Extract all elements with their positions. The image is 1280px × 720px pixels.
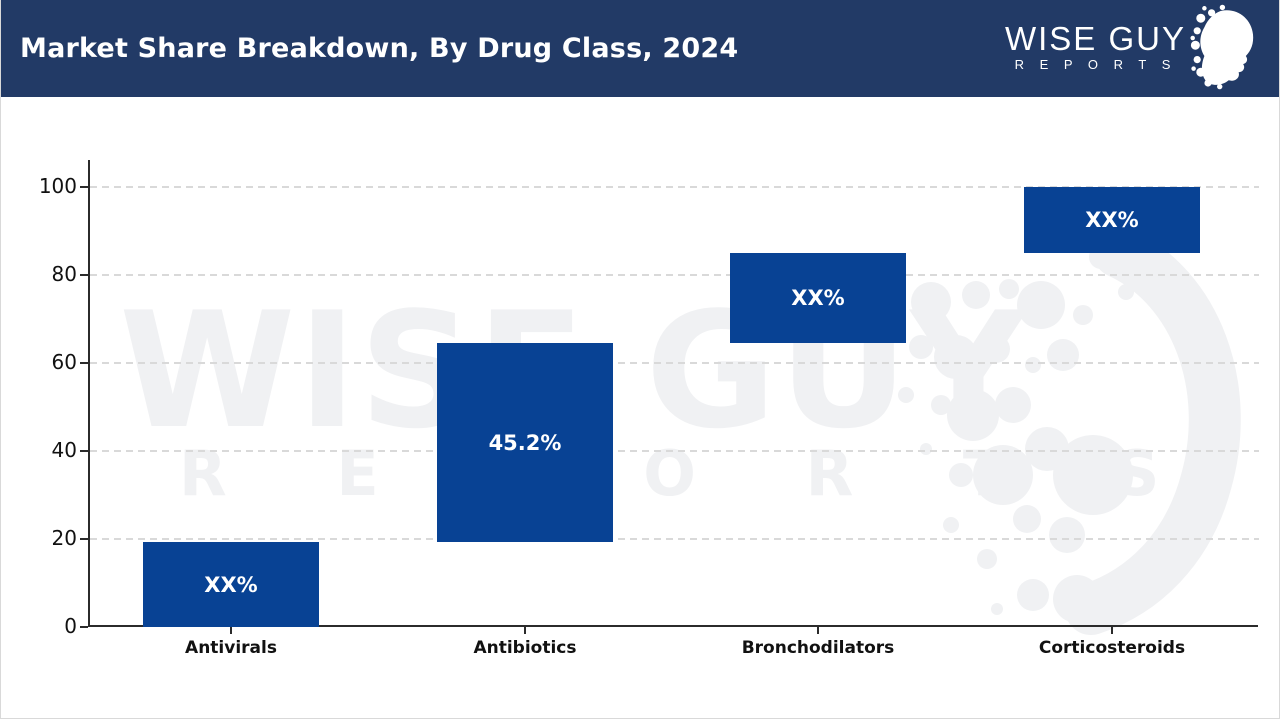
x-tick-mark (524, 627, 526, 634)
y-tick-label: 60 (51, 350, 77, 374)
gridline (90, 450, 1259, 452)
gridline (90, 186, 1259, 188)
y-tick-label: 40 (51, 438, 77, 462)
bar-antivirals: XX% (143, 542, 319, 627)
bar-value-label: XX% (791, 286, 845, 311)
watermark-subtitle: R E P O R T S (179, 437, 1204, 510)
x-category-label: Corticosteroids (1038, 638, 1186, 658)
bar-value-label: 45.2% (488, 430, 562, 455)
x-axis-line (88, 625, 1258, 627)
y-tick-mark (80, 362, 88, 364)
y-tick-mark (80, 450, 88, 452)
y-tick-label: 20 (51, 526, 77, 550)
x-category-label: Bronchodilators (741, 638, 895, 658)
bar-value-label: XX% (1085, 208, 1139, 232)
header: Market Share Breakdown, By Drug Class, 2… (1, 0, 1279, 97)
x-tick-mark (1111, 627, 1113, 634)
logo-subtitle: R E P O R T S (1014, 57, 1177, 73)
page-title: Market Share Breakdown, By Drug Class, 2… (20, 33, 739, 64)
bar-corticosteroids: XX% (1024, 187, 1200, 253)
y-tick-label: 80 (51, 262, 77, 286)
wiseguy-logo: WISE GUY R E P O R T S (1005, 4, 1262, 90)
x-category-label: Antivirals (185, 638, 277, 658)
wiseguy-face-icon (1190, 4, 1254, 90)
y-tick-label: 100 (38, 174, 77, 198)
y-tick-mark (80, 538, 88, 540)
bar-antibiotics: 45.2% (437, 343, 613, 543)
bar-value-label: XX% (204, 572, 258, 597)
logo-wordmark: WISE GUY (1004, 19, 1186, 57)
gridline (90, 538, 1259, 540)
y-tick-mark (80, 274, 88, 276)
x-category-label: Antibiotics (473, 638, 577, 658)
y-tick-mark (80, 186, 88, 188)
x-tick-mark (817, 627, 819, 634)
watermark-face-icon (898, 226, 1241, 635)
gridline (90, 362, 1259, 364)
x-tick-mark (230, 627, 232, 634)
y-tick-label: 0 (64, 614, 77, 638)
logo-text: WISE GUY R E P O R T S (1004, 19, 1186, 73)
bar-bronchodilators: XX% (730, 253, 906, 344)
chart-area: WISE GUY R E P O R T S 0 20 40 60 80 100 XX% An… (1, 97, 1279, 718)
y-axis-line (88, 160, 90, 627)
y-tick-mark (80, 626, 88, 628)
gridline (90, 274, 1259, 276)
